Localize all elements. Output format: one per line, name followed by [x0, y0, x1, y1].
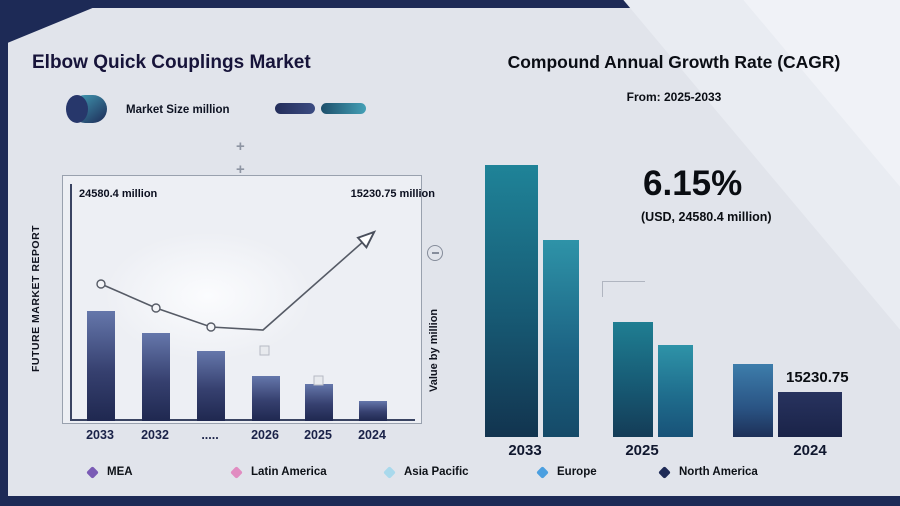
annotation-2033-value: 24580.4 million	[79, 188, 158, 200]
left-bar-2032	[142, 333, 170, 421]
left-frame-bar	[0, 0, 8, 506]
legend-label: Latin America	[251, 466, 327, 478]
legend-diamond-icon	[383, 465, 396, 479]
left-x-label: 2024	[358, 428, 386, 442]
legend-pill-teal	[321, 103, 366, 114]
left-x-label: 2032	[141, 428, 169, 442]
minus-circle-icon	[427, 245, 443, 261]
right-x-label: 2025	[625, 442, 659, 459]
panel-cloud-decor	[103, 231, 313, 361]
legend-label: Europe	[557, 466, 597, 478]
corner-ribbon	[0, 0, 112, 46]
cagr-subtitle: From: 2025-2033	[626, 90, 722, 104]
cagr-detail: (USD, 24580.4 million)	[641, 210, 772, 224]
top-frame-bar	[0, 0, 900, 8]
bottom-frame-bar	[0, 496, 900, 506]
right-chart: 2033 2025 2024 15230.75	[470, 140, 888, 459]
legend-label: MEA	[107, 466, 133, 478]
plus-icon: +	[236, 138, 245, 155]
right-bar	[658, 345, 693, 437]
left-x-label: 2026	[251, 428, 279, 442]
legend-item-mea: MEA	[86, 465, 133, 479]
right-bar	[733, 364, 773, 437]
right-bar	[485, 165, 538, 437]
left-chart-panel: 24580.4 million 15230.75 million	[62, 175, 435, 424]
value-label-2024: 15230.75	[786, 369, 849, 386]
cagr-value: 6.15%	[643, 164, 743, 203]
right-x-label: 2024	[793, 442, 827, 459]
left-bar-2025	[305, 384, 333, 421]
legend-item-latin-america: Latin America	[230, 465, 327, 479]
region-legend: MEA Latin America Asia Pacific Europe North …	[0, 465, 900, 484]
legend-diamond-icon	[86, 465, 99, 479]
left-axis-title: FUTURE MARKET REPORT	[30, 224, 42, 373]
left-bar-2024	[359, 401, 387, 421]
right-x-label: 2033	[508, 442, 542, 459]
legend-label: Asia Pacific	[404, 466, 469, 478]
left-bar-.....	[197, 351, 225, 421]
plus-icon: +	[236, 161, 245, 178]
legend-item-asia-pacific: Asia Pacific	[383, 465, 469, 479]
legend-diamond-icon	[658, 465, 671, 479]
left-chart-title: Elbow Quick Couplings Market	[32, 52, 311, 73]
left-chart-x-axis	[70, 419, 415, 421]
legend-diamond-icon	[536, 465, 549, 479]
left-x-label: 2025	[304, 428, 332, 442]
left-bar-2033	[87, 311, 115, 421]
right-bar	[778, 392, 842, 437]
legend-diamond-icon	[230, 465, 243, 479]
legend-label: North America	[679, 466, 758, 478]
step-bracket-decor	[602, 281, 645, 297]
right-bar	[543, 240, 579, 437]
legend-item-europe: Europe	[536, 465, 597, 479]
cagr-title: Compound Annual Growth Rate (CAGR)	[507, 52, 841, 72]
left-x-label: .....	[201, 428, 219, 442]
legend-pill-navy	[275, 103, 315, 114]
left-x-label: 2033	[86, 428, 114, 442]
market-size-legend-label: Market Size million	[126, 104, 230, 116]
legend-item-north-america: North America	[658, 465, 758, 479]
right-bar	[613, 322, 653, 437]
cylinder-icon	[62, 92, 114, 131]
left-chart-y-axis	[70, 184, 72, 421]
right-axis-title: Value by million	[428, 308, 440, 392]
annotation-2024-value: 15230.75 million	[350, 188, 435, 200]
left-x-axis-labels: 2033 2032..... 2026 2025 2024	[62, 428, 420, 444]
left-bar-2026	[252, 376, 280, 421]
trend-line	[96, 230, 377, 386]
